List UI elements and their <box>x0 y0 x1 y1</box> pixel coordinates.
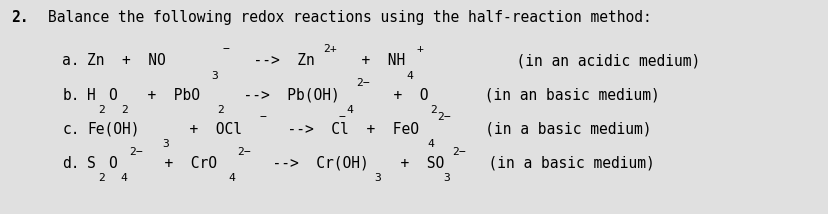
Text: +  OCl: + OCl <box>172 122 242 137</box>
Text: 2: 2 <box>99 173 105 183</box>
Text: H: H <box>87 88 96 103</box>
Text: O: O <box>108 88 118 103</box>
Text: 2−: 2− <box>129 147 143 157</box>
Text: (in a basic medium): (in a basic medium) <box>470 156 654 171</box>
Text: +  O: + O <box>375 88 427 103</box>
Text: 3: 3 <box>373 173 380 183</box>
Text: −: − <box>259 113 266 122</box>
Text: (in an acidic medium): (in an acidic medium) <box>428 53 699 68</box>
Text: +: + <box>416 44 422 54</box>
Text: 2+: 2+ <box>323 44 337 54</box>
Text: O: O <box>108 156 117 171</box>
Text: 2−: 2− <box>452 147 466 157</box>
Text: +  CrO: + CrO <box>147 156 216 171</box>
Text: 3: 3 <box>443 173 450 183</box>
Text: 2−: 2− <box>237 147 251 157</box>
Text: 2−: 2− <box>436 113 450 122</box>
Text: -->  Cl: --> Cl <box>270 122 349 137</box>
Text: 2.: 2. <box>11 10 28 25</box>
Text: −: − <box>222 44 229 54</box>
Text: −: − <box>338 113 344 122</box>
Text: (in an basic medium): (in an basic medium) <box>440 88 659 103</box>
Text: 2: 2 <box>217 105 224 115</box>
Text: b.: b. <box>62 88 79 103</box>
Text: Zn  +  NO: Zn + NO <box>87 53 166 68</box>
Text: a.: a. <box>62 53 79 68</box>
Text: +  PbO: + PbO <box>130 88 200 103</box>
Text: 2: 2 <box>99 105 105 115</box>
Text: c.: c. <box>62 122 79 137</box>
Text: 2: 2 <box>430 105 436 115</box>
Text: +  FeO: + FeO <box>349 122 418 137</box>
Text: d.: d. <box>62 156 79 171</box>
Text: 4: 4 <box>406 71 412 80</box>
Text: 4: 4 <box>346 105 353 115</box>
Text: 2: 2 <box>121 105 128 115</box>
Text: Balance the following redox reactions using the half-reaction method:: Balance the following redox reactions us… <box>48 10 651 25</box>
Text: (in a basic medium): (in a basic medium) <box>459 122 651 137</box>
Text: +  SO: + SO <box>383 156 444 171</box>
Text: 2−: 2− <box>356 78 370 88</box>
Text: 4: 4 <box>228 173 234 183</box>
Text: -->  Pb(OH): --> Pb(OH) <box>226 88 339 103</box>
Text: -->  Zn: --> Zn <box>236 53 315 68</box>
Text: 4: 4 <box>427 139 434 149</box>
Text: 3: 3 <box>162 139 169 149</box>
Text: Fe(OH): Fe(OH) <box>87 122 139 137</box>
Text: S: S <box>87 156 96 171</box>
Text: +  NH: + NH <box>344 53 405 68</box>
Text: -->  Cr(OH): --> Cr(OH) <box>255 156 368 171</box>
Text: 4: 4 <box>120 173 127 183</box>
Text: 3: 3 <box>211 71 218 80</box>
